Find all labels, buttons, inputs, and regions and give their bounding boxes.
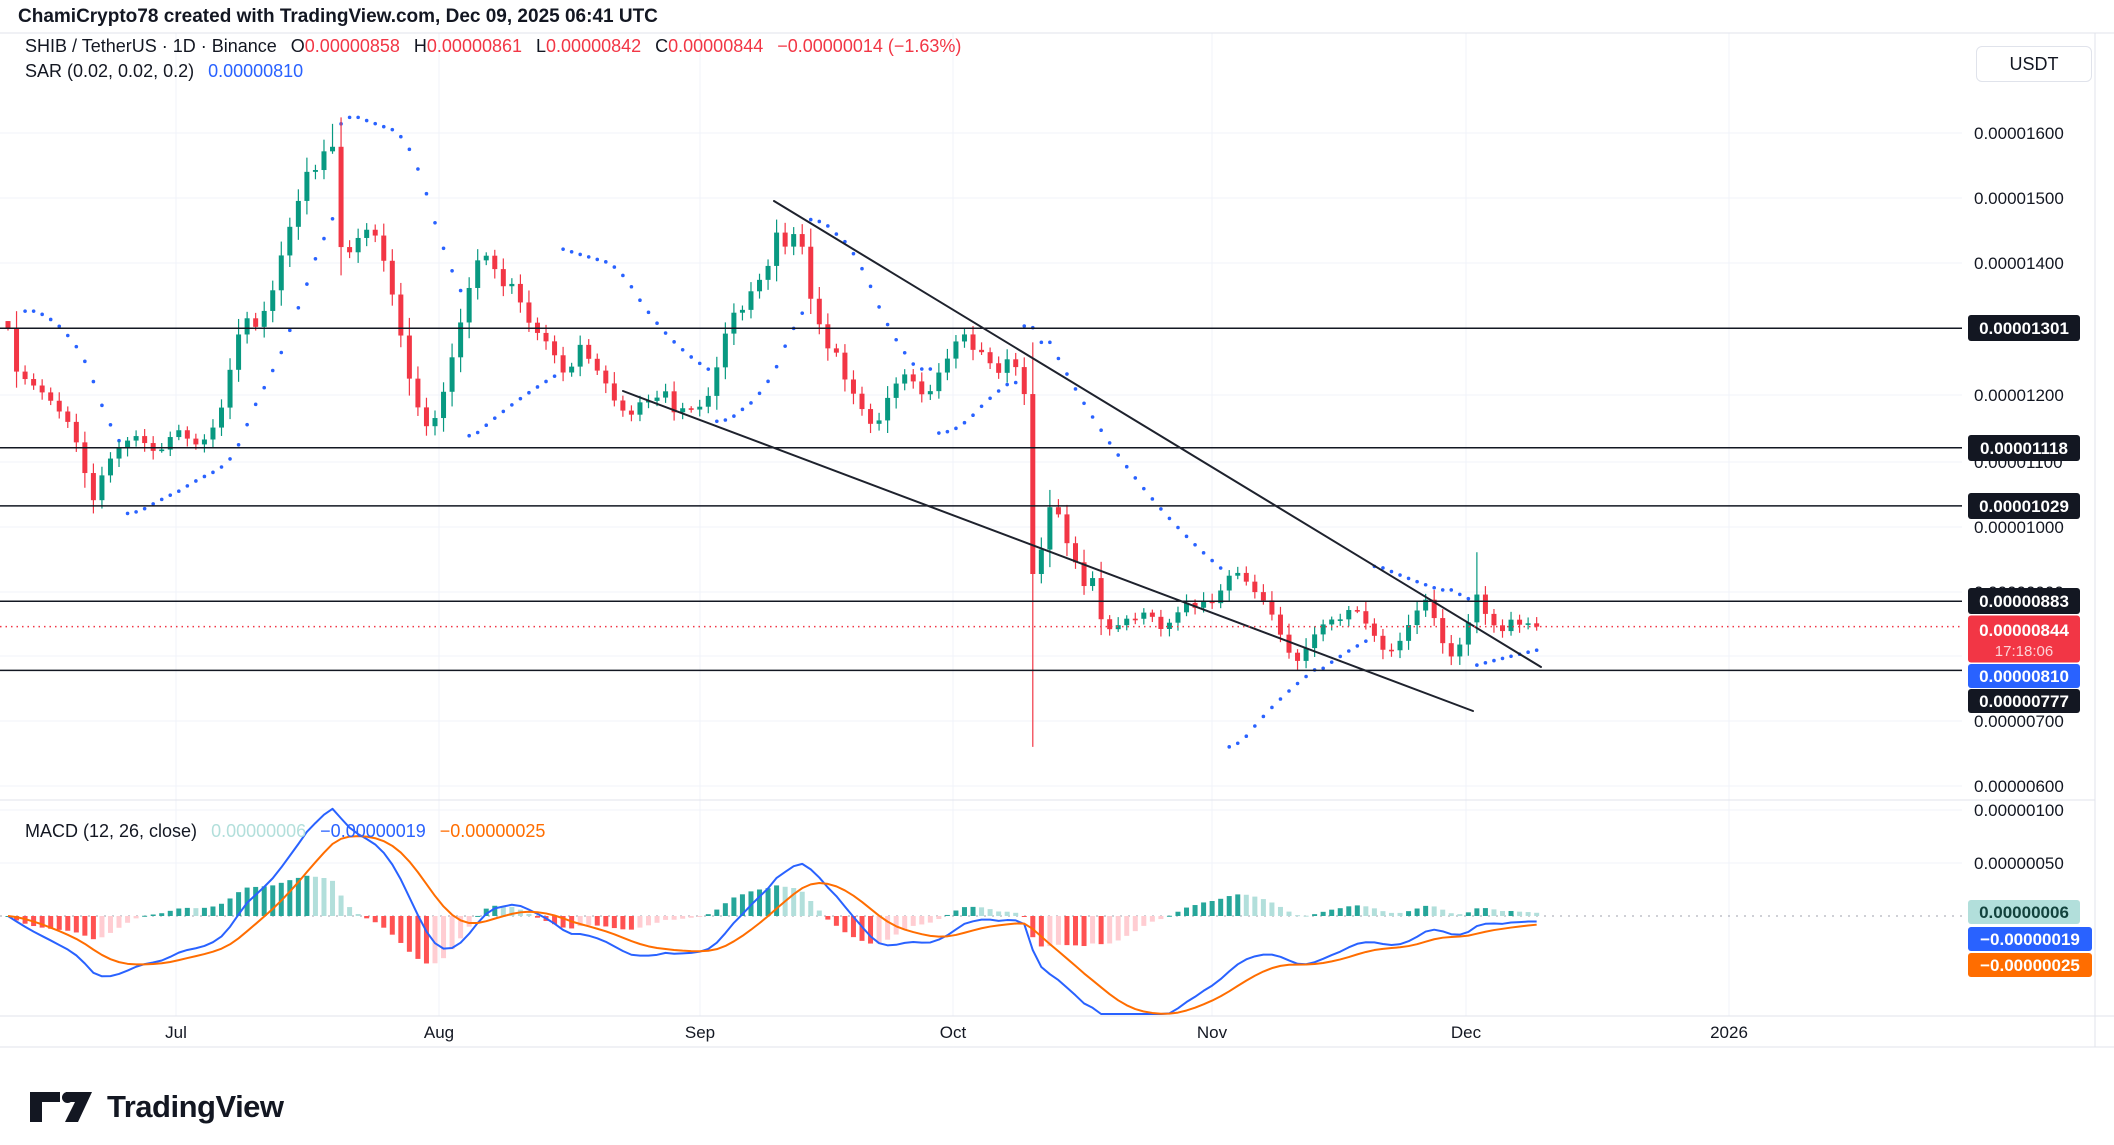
close-label: C xyxy=(655,36,669,56)
badge-price-text: 0.00001029 xyxy=(1979,497,2069,516)
horizontal-level-lines[interactable] xyxy=(0,327,1962,672)
low-label: L xyxy=(536,36,547,56)
macd-hist-value: 0.00000006 xyxy=(211,821,307,841)
trendlines[interactable] xyxy=(622,200,1542,712)
time-axis-label: Nov xyxy=(1197,1023,1228,1042)
candlestick-series xyxy=(5,117,1540,747)
badge-price-text: 0.00000883 xyxy=(1979,592,2069,611)
price-axis-badge xyxy=(1968,615,2080,663)
price-axis-label: 0.00001600 xyxy=(1974,124,2064,143)
price-axis-label: 0.00000600 xyxy=(1974,777,2064,796)
time-axis-label: Sep xyxy=(685,1023,715,1042)
open-label: O xyxy=(290,36,305,56)
price-axis-label: 0.00000050 xyxy=(1974,854,2064,873)
badge-price-text: −0.00000025 xyxy=(1980,956,2080,975)
symbol-legend[interactable]: SHIB / TetherUS · 1D · Binance O0.000008… xyxy=(25,36,961,57)
price-axis-badge xyxy=(1968,435,2080,461)
time-axis[interactable]: Jul Aug Sep Oct Nov Dec 2026 xyxy=(165,1023,1748,1042)
symbol-title: SHIB / TetherUS · 1D · Binance xyxy=(25,36,277,56)
price-axis-label: 0.00001200 xyxy=(1974,386,2064,405)
pane-borders xyxy=(0,32,2114,1048)
gridlines xyxy=(0,33,1962,1016)
open-value: 0.00000858 xyxy=(304,36,400,56)
high-value: 0.00000861 xyxy=(426,36,523,56)
price-axis-badge xyxy=(1968,664,2080,688)
price-axis[interactable]: 0.00001600 0.00001500 0.00001400 0.00001200… xyxy=(1968,124,2092,977)
high-label: H xyxy=(413,36,427,56)
badge-price-text: 0.00000006 xyxy=(1979,903,2069,922)
parabolic-sar-dots xyxy=(23,115,1539,749)
macd-line-value: −0.00000019 xyxy=(320,821,426,841)
badge-price-text: 0.00000810 xyxy=(1979,667,2069,686)
sar-label: SAR (0.02, 0.02, 0.2) xyxy=(25,61,195,81)
badge-price-text: 0.00001118 xyxy=(1980,439,2068,458)
badge-price-text: 0.00001301 xyxy=(1979,319,2069,338)
price-axis-badge xyxy=(1968,689,2080,713)
attribution-text: ChamiCrypto78 created with TradingView.c… xyxy=(18,6,658,27)
tradingview-logo-text: TradingView xyxy=(107,1089,284,1124)
price-axis-label: 0.00001000 xyxy=(1974,518,2064,537)
time-axis-label: Dec xyxy=(1451,1023,1482,1042)
price-axis-badge xyxy=(1968,953,2092,977)
badge-price-text: −0.00000019 xyxy=(1980,930,2080,949)
price-axis-label: 0.00001400 xyxy=(1974,254,2064,273)
sar-indicator-legend[interactable]: SAR (0.02, 0.02, 0.2) 0.00000810 xyxy=(25,61,303,82)
price-axis-label: 0.00000100 xyxy=(1974,801,2064,820)
time-axis-label: Jul xyxy=(165,1023,187,1042)
price-axis-badge xyxy=(1968,588,2080,614)
price-axis-badge xyxy=(1968,493,2080,519)
tradingview-logo[interactable]: TradingView xyxy=(28,1086,284,1128)
currency-unit-button[interactable]: USDT xyxy=(1976,46,2092,82)
macd-label: MACD (12, 26, close) xyxy=(25,821,198,841)
time-axis-label: Aug xyxy=(424,1023,454,1042)
price-axis-badge xyxy=(1968,900,2080,924)
low-value: 0.00000842 xyxy=(546,36,642,56)
price-axis-badge xyxy=(1968,315,2080,341)
macd-signal-value: −0.00000025 xyxy=(439,821,546,841)
change-value: −0.00000014 (−1.63%) xyxy=(777,36,962,56)
badge-price-text: 0.00000777 xyxy=(1979,692,2069,711)
macd-lines xyxy=(7,807,1537,1015)
tradingview-logo-icon xyxy=(30,1092,92,1122)
price-axis-badge xyxy=(1968,927,2092,951)
badge-price-text: 0.00000844 xyxy=(1979,621,2069,640)
time-axis-label: Oct xyxy=(940,1023,967,1042)
sar-value: 0.00000810 xyxy=(208,61,304,81)
close-value: 0.00000844 xyxy=(668,36,764,56)
price-axis-label: 0.00001500 xyxy=(1974,189,2064,208)
macd-indicator-legend[interactable]: MACD (12, 26, close) 0.00000006 −0.00000… xyxy=(25,821,545,842)
price-axis-label: 0.00000700 xyxy=(1974,712,2064,731)
badge-countdown-text: 17:18:06 xyxy=(1995,643,2053,660)
time-axis-label: 2026 xyxy=(1710,1023,1748,1042)
